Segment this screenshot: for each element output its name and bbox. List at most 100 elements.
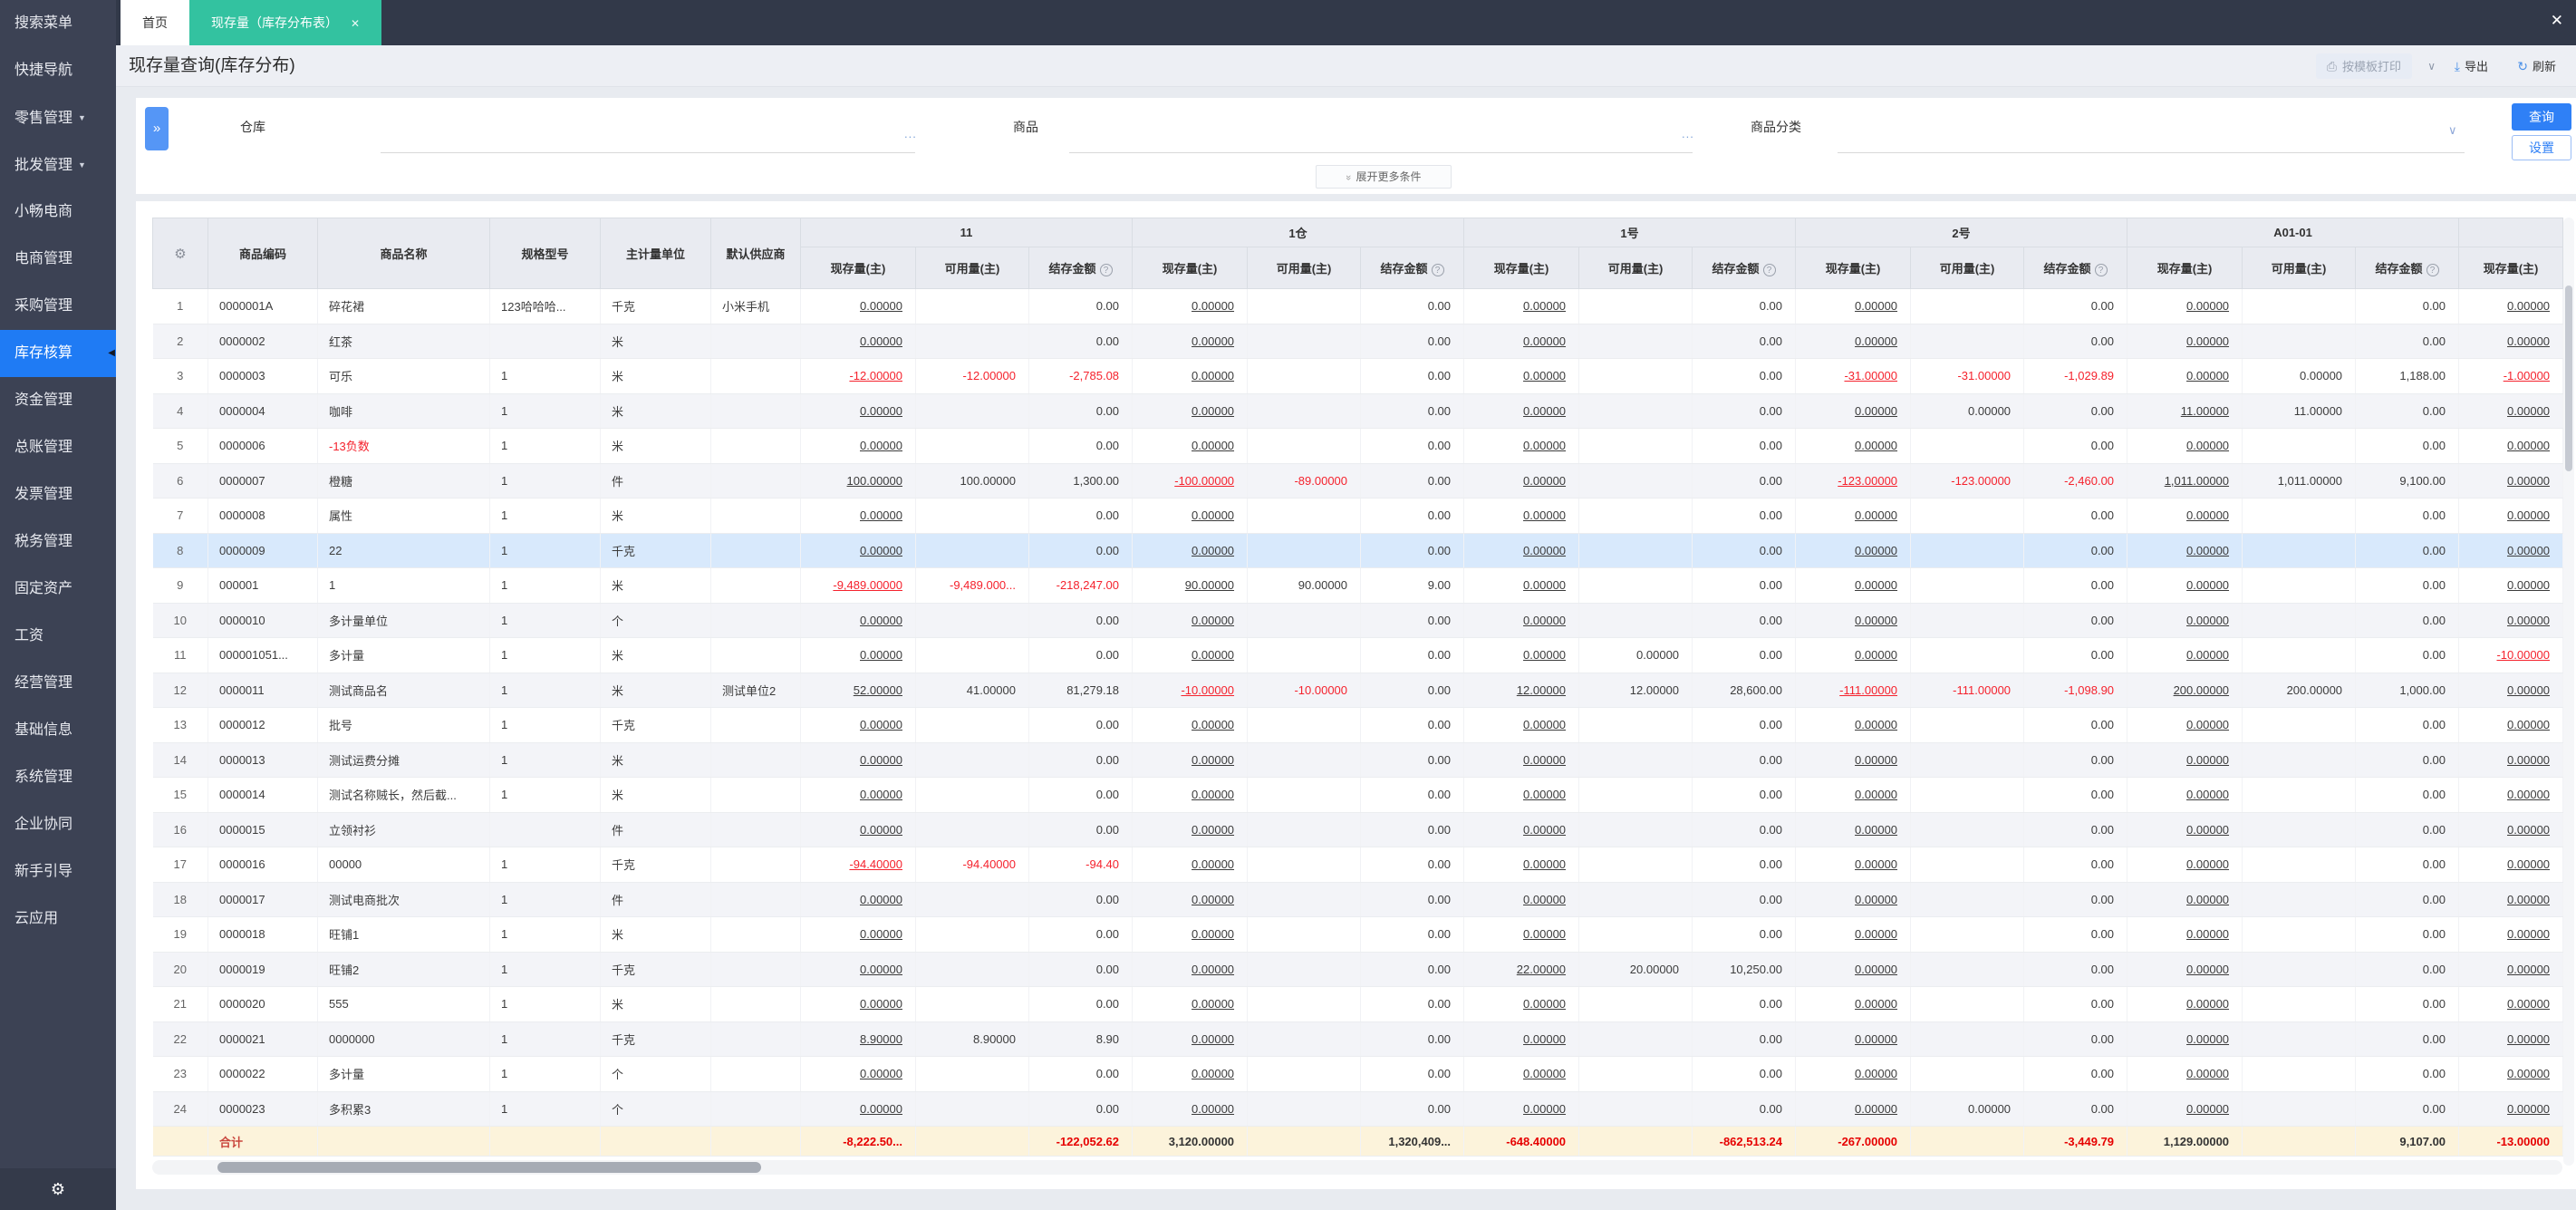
stock-qty-cell[interactable]: 0.00000 <box>1132 393 1249 429</box>
help-icon[interactable]: ? <box>1762 264 1776 276</box>
sidebar-item[interactable]: 工资 <box>0 613 116 660</box>
export-button[interactable]: ⤓ 导出 <box>2454 59 2488 73</box>
stock-qty-cell[interactable]: 0.00000 <box>2458 673 2564 708</box>
stock-qty-cell[interactable]: 0.00000 <box>2127 1091 2243 1127</box>
stock-qty-cell[interactable]: 0.00000 <box>1463 986 1580 1022</box>
sidebar-item[interactable]: 发票管理 <box>0 471 116 518</box>
stock-qty-cell[interactable]: 0.00000 <box>2458 603 2564 638</box>
stock-qty-cell[interactable]: 0.00000 <box>800 1056 916 1092</box>
stock-qty-cell[interactable]: 0.00000 <box>800 812 916 847</box>
stock-qty-cell[interactable]: 0.00000 <box>1463 324 1580 359</box>
goods-input[interactable] <box>1069 152 1693 153</box>
stock-qty-cell[interactable]: 0.00000 <box>1132 637 1249 673</box>
stock-qty-cell[interactable]: 0.00000 <box>2458 567 2564 604</box>
stock-qty-cell[interactable]: 0.00000 <box>1795 952 1912 987</box>
stock-qty-cell[interactable]: -31.00000 <box>1795 358 1912 394</box>
sidebar-item[interactable]: 电商管理 <box>0 236 116 283</box>
table-row[interactable]: 14 0000013 测试运费分摊 1 米 0.00000 0.00 0.00000 0.00 0… <box>152 742 2564 778</box>
stock-qty-cell[interactable]: 0.00000 <box>1463 1056 1580 1092</box>
warehouse-picker-icon[interactable]: ... <box>904 127 917 140</box>
stock-qty-cell[interactable]: 0.00000 <box>800 1091 916 1127</box>
stock-qty-cell[interactable]: 0.00000 <box>1463 567 1580 604</box>
stock-qty-cell[interactable]: -94.40000 <box>800 847 916 883</box>
table-row[interactable]: 2 0000002 红茶米 0.00000 0.00 0.00000 0.00 0.00000… <box>152 324 2564 359</box>
stock-qty-cell[interactable]: 0.00000 <box>1132 1021 1249 1057</box>
stock-qty-cell[interactable]: 0.00000 <box>2458 986 2564 1022</box>
sidebar-item[interactable]: 企业协同 <box>0 801 116 848</box>
stock-qty-cell[interactable]: 0.00000 <box>2458 952 2564 987</box>
table-row[interactable]: 6 0000007 橙糖 1 件 100.00000 100.00000 1,300.00 -1… <box>152 463 2564 499</box>
stock-qty-cell[interactable]: 0.00000 <box>2127 986 2243 1022</box>
stock-qty-cell[interactable]: 0.00000 <box>1795 882 1912 917</box>
stock-qty-cell[interactable]: 0.00000 <box>800 533 916 568</box>
stock-qty-cell[interactable]: 0.00000 <box>2127 567 2243 604</box>
stock-qty-cell[interactable]: 0.00000 <box>800 916 916 953</box>
stock-qty-cell[interactable]: 0.00000 <box>1795 812 1912 847</box>
stock-qty-cell[interactable]: 0.00000 <box>1463 393 1580 429</box>
stock-qty-cell[interactable]: 0.00000 <box>1795 916 1912 953</box>
table-row[interactable]: 11 000001051... 多计量 1 米 0.00000 0.00 0.00000 0.0… <box>152 637 2564 673</box>
stock-qty-cell[interactable]: 0.00000 <box>2127 952 2243 987</box>
stock-qty-cell[interactable]: 0.00000 <box>1132 1091 1249 1127</box>
stock-qty-cell[interactable]: 0.00000 <box>1795 603 1912 638</box>
stock-qty-cell[interactable]: 0.00000 <box>2458 777 2564 813</box>
stock-qty-cell[interactable]: 0.00000 <box>2458 288 2564 324</box>
stock-qty-cell[interactable]: 0.00000 <box>1795 1056 1912 1092</box>
stock-qty-cell[interactable]: 0.00000 <box>2458 428 2564 464</box>
stock-qty-cell[interactable]: 0.00000 <box>1463 637 1580 673</box>
table-row[interactable]: 23 0000022 多计量 1 个 0.00000 0.00 0.00000 0.00 0.00… <box>152 1056 2564 1092</box>
stock-qty-cell[interactable]: 0.00000 <box>2127 498 2243 534</box>
stock-qty-cell[interactable]: 0.00000 <box>1132 1056 1249 1092</box>
stock-qty-cell[interactable]: 0.00000 <box>800 952 916 987</box>
stock-qty-cell[interactable]: 0.00000 <box>800 393 916 429</box>
stock-qty-cell[interactable]: -100.00000 <box>1132 463 1249 499</box>
stock-qty-cell[interactable]: 0.00000 <box>2127 882 2243 917</box>
stock-qty-cell[interactable]: 0.00000 <box>1132 952 1249 987</box>
stock-qty-cell[interactable]: 0.00000 <box>1463 533 1580 568</box>
stock-qty-cell[interactable]: 0.00000 <box>1463 812 1580 847</box>
stock-qty-cell[interactable]: 0.00000 <box>1795 1021 1912 1057</box>
stock-qty-cell[interactable]: 0.00000 <box>1795 1091 1912 1127</box>
table-row[interactable]: 8 0000009 22 1 千克 0.00000 0.00 0.00000 0.00 0.000… <box>152 533 2564 568</box>
table-row[interactable]: 17 0000016 00000 1 千克 -94.40000 -94.40000 -94.4… <box>152 847 2564 883</box>
print-by-template-button[interactable]: ⎙ 按模板打印 <box>2315 53 2412 79</box>
stock-qty-cell[interactable]: 0.00000 <box>1463 428 1580 464</box>
stock-qty-cell[interactable]: 0.00000 <box>800 742 916 778</box>
stock-qty-cell[interactable]: 0.00000 <box>1132 428 1249 464</box>
horizontal-scrollbar[interactable] <box>152 1160 2562 1175</box>
stock-qty-cell[interactable]: 0.00000 <box>800 986 916 1022</box>
sidebar-item[interactable]: 快捷导航 <box>0 47 116 94</box>
table-row[interactable]: 13 0000012 批号 1 千克 0.00000 0.00 0.00000 0.00 0.00… <box>152 707 2564 743</box>
table-row[interactable]: 9 000001 1 1 米 -9,489.00000 -9,489.000... -218,… <box>152 567 2564 604</box>
stock-qty-cell[interactable]: 0.00000 <box>2458 324 2564 359</box>
filter-expand-button[interactable]: » <box>145 107 169 150</box>
table-row[interactable]: 12 0000011 测试商品名 1 米测试单位2 52.00000 41.00000 81,… <box>152 673 2564 708</box>
stock-qty-cell[interactable]: 0.00000 <box>1132 916 1249 953</box>
sidebar-item[interactable]: 税务管理 <box>0 518 116 566</box>
stock-qty-cell[interactable]: 0.00000 <box>1795 742 1912 778</box>
stock-qty-cell[interactable]: 0.00000 <box>1463 777 1580 813</box>
stock-qty-cell[interactable]: 0.00000 <box>1795 567 1912 604</box>
stock-qty-cell[interactable]: 12.00000 <box>1463 673 1580 708</box>
stock-qty-cell[interactable]: 0.00000 <box>2458 463 2564 499</box>
sidebar-item[interactable]: 固定资产 <box>0 566 116 613</box>
stock-qty-cell[interactable]: 0.00000 <box>1132 358 1249 394</box>
stock-qty-cell[interactable]: 0.00000 <box>800 324 916 359</box>
stock-qty-cell[interactable]: 0.00000 <box>2127 637 2243 673</box>
stock-qty-cell[interactable]: 0.00000 <box>1463 1091 1580 1127</box>
stock-qty-cell[interactable]: 0.00000 <box>1132 847 1249 883</box>
vertical-scrollbar-thumb[interactable] <box>2565 286 2572 471</box>
warehouse-input[interactable] <box>381 152 915 153</box>
stock-qty-cell[interactable]: 0.00000 <box>2127 428 2243 464</box>
sidebar-item[interactable]: 资金管理 <box>0 377 116 424</box>
stock-qty-cell[interactable]: 0.00000 <box>800 428 916 464</box>
stock-qty-cell[interactable]: 0.00000 <box>2458 1021 2564 1057</box>
stock-qty-cell[interactable]: 1,011.00000 <box>2127 463 2243 499</box>
stock-qty-cell[interactable]: -1.00000 <box>2458 358 2564 394</box>
table-row[interactable]: 5 0000006 -13负数 1 米 0.00000 0.00 0.00000 0.00 0.0… <box>152 428 2564 464</box>
table-row[interactable]: 22 0000021 0000000 1 千克 8.90000 8.90000 8.90 0.0… <box>152 1021 2564 1057</box>
stock-qty-cell[interactable]: -111.00000 <box>1795 673 1912 708</box>
stock-qty-cell[interactable]: 0.00000 <box>2458 742 2564 778</box>
stock-qty-cell[interactable]: 0.00000 <box>2127 1021 2243 1057</box>
stock-qty-cell[interactable]: 0.00000 <box>1132 324 1249 359</box>
